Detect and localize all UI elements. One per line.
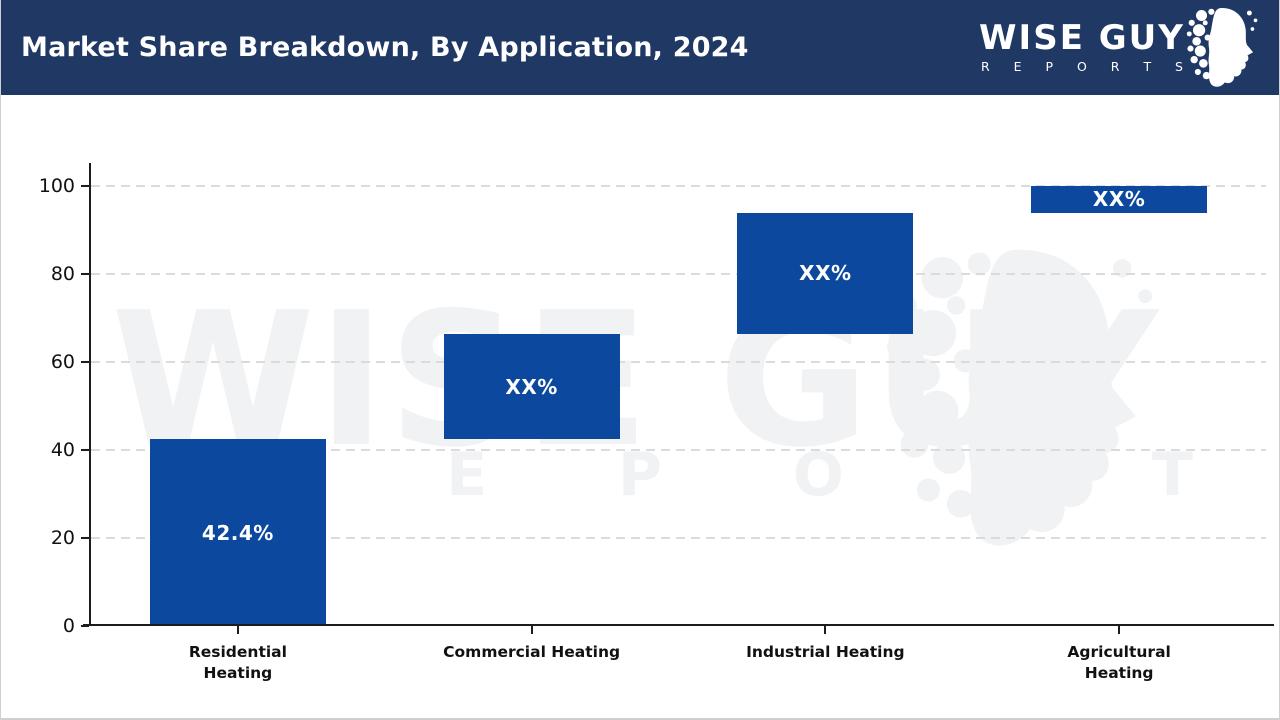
gridline-20 [91,536,1266,539]
gridline-60 [91,360,1266,363]
logo-brand-subtitle: R E P O R T S [980,59,1193,74]
header-banner: Market Share Breakdown, By Application, … [1,0,1279,95]
y-tick-mark-100 [81,184,89,187]
y-tick-mark-0 [81,625,89,627]
x-axis-category-label-commercial-heating: Commercial Heating [443,643,621,661]
y-axis-tick-label-80: 80 [50,263,75,286]
y-tick-mark-40 [81,448,89,451]
bar-residential-heating: 42.4% [149,439,326,626]
chart-title: Market Share Breakdown, By Application, … [21,32,749,63]
y-axis-tick-label-40: 40 [50,439,75,462]
chart-area: WISE GUY R E P O R T S 02040608010042.4%… [1,95,1279,718]
logo-brand-name: WISE GUY [979,18,1185,58]
x-axis-line [83,624,1274,626]
x-tick-mark-commercial-heating [530,626,533,634]
y-axis-tick-label-60: 60 [50,351,75,374]
bar-value-label-agricultural-heating: XX% [1092,187,1146,212]
bar-industrial-heating: XX% [737,212,914,334]
plot-area: 0 20 40 60 80 100 42.4% Residential Heating XX% C… [39,163,1274,682]
x-tick-mark-agricultural-heating [1118,626,1121,634]
y-axis-tick-label-20: 20 [50,527,75,550]
x-axis-category-label-industrial-heating: Industrial Heating [746,643,905,661]
x-tick-mark-industrial-heating [824,626,827,634]
bar-value-label-industrial-heating: XX% [799,261,852,286]
bar-agricultural-heating: XX% [1031,185,1208,213]
logo-head-icon [1179,2,1267,94]
y-axis-tick-label-0: 0 [62,615,75,638]
logo-text: WISE GUY R E P O R T S [971,21,1193,74]
watermark-text-line2: R E P O R T S [269,440,1279,510]
x-axis-category-label-residential-heating: Residential Heating [188,643,287,682]
bar-commercial-heating: XX% [443,333,620,440]
x-axis-category-label-agricultural-heating: Agricultural Heating [1067,643,1171,682]
gridline-40 [91,448,1266,451]
y-axis-tick-label-100: 100 [38,175,75,198]
wise-guy-reports-logo: WISE GUY R E P O R T S [971,2,1267,94]
y-tick-mark-20 [81,536,89,539]
gridline-80 [91,272,1266,275]
y-axis-line [89,163,91,626]
x-tick-mark-residential-heating [236,626,239,634]
bar-value-label-commercial-heating: XX% [505,374,558,399]
y-tick-mark-80 [81,272,89,275]
bar-value-label-residential-heating: 42.4% [201,520,274,545]
gridline-100 [91,184,1266,187]
y-tick-mark-60 [81,360,89,363]
